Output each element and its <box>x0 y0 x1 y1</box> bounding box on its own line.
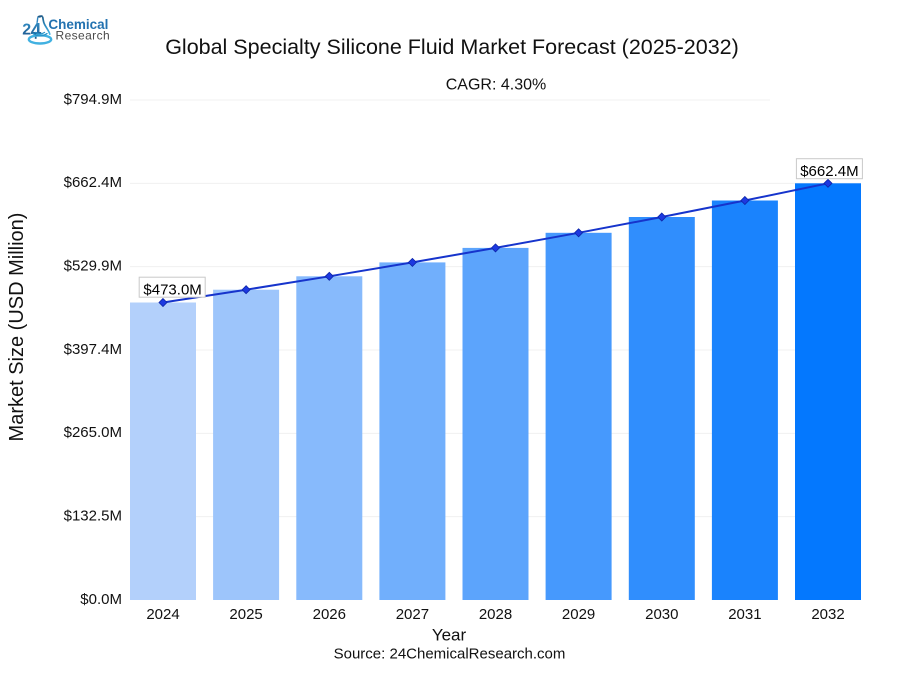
svg-text:4: 4 <box>31 21 42 42</box>
svg-text:$397.4M: $397.4M <box>64 341 122 358</box>
svg-text:$132.5M: $132.5M <box>64 508 122 525</box>
svg-text:$473.0M: $473.0M <box>143 282 201 299</box>
svg-text:Global Specialty Silicone Flui: Global Specialty Silicone Fluid Market F… <box>165 35 739 59</box>
svg-text:Market Size (USD Million): Market Size (USD Million) <box>6 213 28 442</box>
svg-text:$794.9M: $794.9M <box>64 91 122 108</box>
svg-text:Year: Year <box>432 626 467 645</box>
svg-text:2031: 2031 <box>728 606 761 623</box>
svg-text:2030: 2030 <box>645 606 678 623</box>
svg-text:2: 2 <box>22 21 31 38</box>
svg-text:CAGR: 4.30%: CAGR: 4.30% <box>446 76 546 93</box>
svg-text:$0.0M: $0.0M <box>80 591 122 608</box>
svg-text:Chemical: Chemical <box>48 17 108 32</box>
svg-text:2026: 2026 <box>313 606 346 623</box>
svg-text:2029: 2029 <box>562 606 595 623</box>
svg-text:$265.0M: $265.0M <box>64 424 122 441</box>
svg-text:$662.4M: $662.4M <box>64 174 122 191</box>
svg-text:$529.9M: $529.9M <box>64 258 122 275</box>
svg-text:2024: 2024 <box>146 606 179 623</box>
svg-text:2028: 2028 <box>479 606 512 623</box>
svg-text:2025: 2025 <box>229 606 262 623</box>
svg-text:2027: 2027 <box>396 606 429 623</box>
svg-text:$662.4M: $662.4M <box>800 163 858 180</box>
svg-text:2032: 2032 <box>811 606 844 623</box>
svg-text:Research: Research <box>56 28 111 42</box>
svg-text:Source: 24ChemicalResearch.com: Source: 24ChemicalResearch.com <box>334 646 566 663</box>
